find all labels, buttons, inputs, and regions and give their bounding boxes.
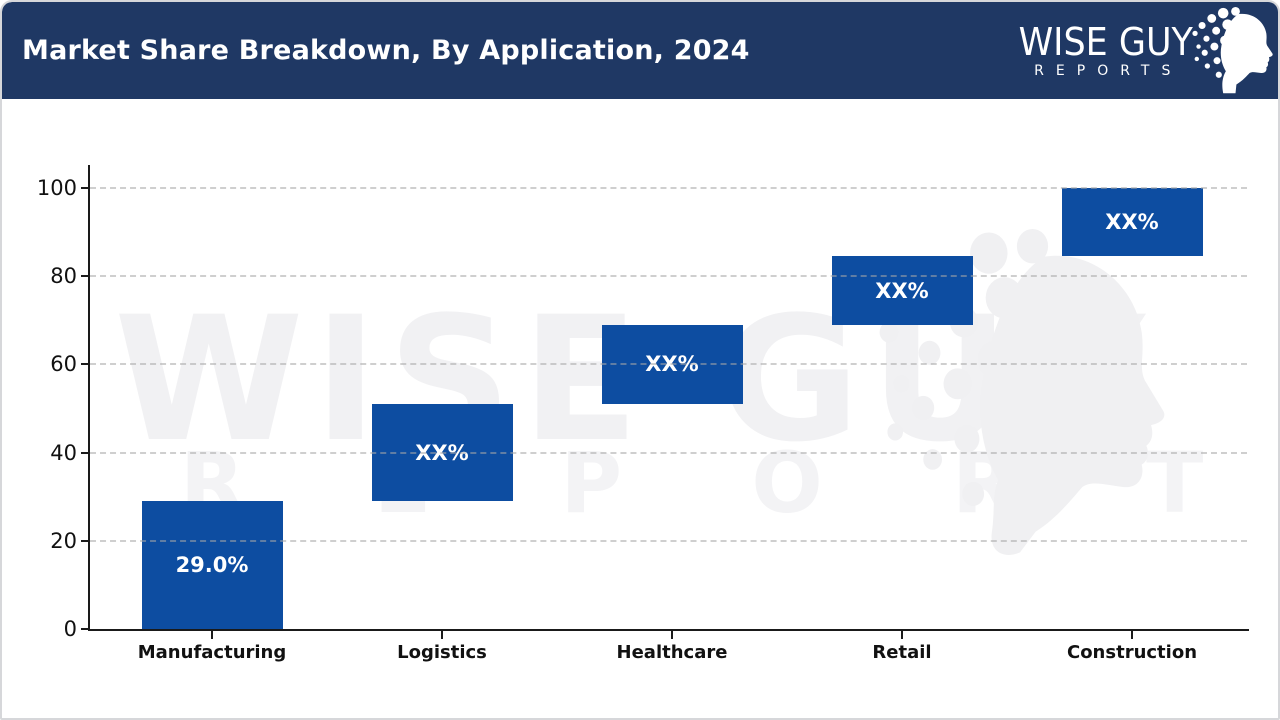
chart-canvas: WISE GUY R E P O R T S 29.0%XX%XX%XX%XX%… [2,99,1278,718]
bar-manufacturing: 29.0% [141,501,283,629]
y-tick-label-80: 80 [50,264,77,289]
x-tick-construction [1131,631,1133,639]
x-axis-line [88,629,1249,631]
gridline-100 [90,187,1247,189]
y-axis-line [88,165,90,631]
gridline-20 [90,539,1247,542]
x-category-label-manufacturing: Manufacturing [137,642,287,663]
gridline-60 [90,363,1247,366]
x-tick-manufacturing [211,631,213,639]
bar-retail: XX% [831,256,973,325]
chart-title: Market Share Breakdown, By Application, … [22,35,750,66]
bar-construction: XX% [1061,188,1203,257]
gridline-40 [90,451,1247,454]
y-tick-label-0: 0 [63,617,77,641]
y-tick-label-100: 100 [36,176,77,200]
y-tick-label-60: 60 [50,352,77,377]
y-tick-label-20: 20 [50,528,77,553]
x-category-label-healthcare: Healthcare [616,642,728,663]
y-tick-0 [81,628,90,630]
y-tick-label-40: 40 [50,440,77,465]
wiseguy-logo-subtitle: REPORTS [1034,63,1183,79]
bar-value-label: XX% [875,278,929,303]
x-category-label-construction: Construction [1066,642,1198,663]
x-tick-retail [901,631,903,639]
header-banner: Market Share Breakdown, By Application, … [2,2,1278,99]
wiseguy-logo-name: WISE GUY [1018,20,1193,64]
wiseguy-logo: WISE GUY REPORTS [1011,6,1278,95]
x-category-label-retail: Retail [872,642,932,663]
x-category-label-logistics: Logistics [397,642,487,663]
x-tick-logistics [441,631,443,639]
x-tick-healthcare [671,631,673,639]
bar-value-label: 29.0% [175,553,249,578]
y-tick-80 [81,275,90,278]
y-tick-100 [81,187,90,189]
wiseguy-logo-text: WISE GUY REPORTS [1011,23,1200,78]
bar-value-label: XX% [1105,210,1159,235]
y-tick-60 [81,363,90,366]
y-tick-20 [81,539,90,542]
gridline-80 [90,275,1247,278]
y-tick-40 [81,451,90,454]
wiseguy-head-icon [1192,6,1273,93]
